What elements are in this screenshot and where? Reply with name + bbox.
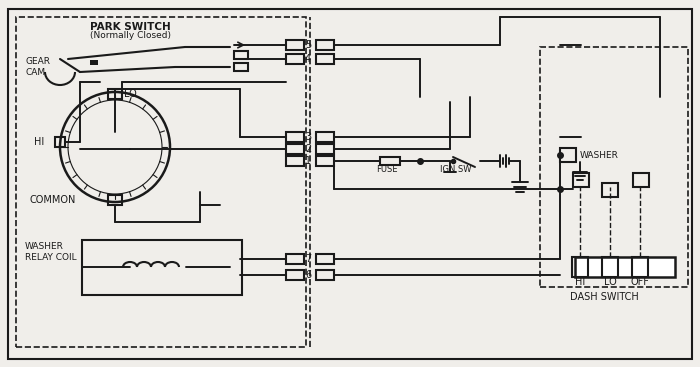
Bar [108,195,122,205]
Bar [316,270,334,280]
Text: 2: 2 [305,144,311,154]
Bar [90,60,98,65]
Bar [286,40,304,50]
Bar [540,47,688,287]
Bar [55,137,65,147]
Text: DASH SWITCH: DASH SWITCH [570,292,638,302]
Bar [572,257,588,277]
Text: WASHER
RELAY COIL: WASHER RELAY COIL [25,242,76,262]
Bar [560,148,576,162]
Bar [286,54,304,64]
Bar [633,173,649,187]
Text: LO: LO [124,89,136,99]
Bar [316,54,334,64]
Bar [16,17,306,347]
Bar [316,156,334,166]
Text: 3: 3 [305,132,311,142]
Text: LO: LO [603,277,617,287]
Text: PARK SWITCH: PARK SWITCH [90,22,170,32]
Text: OFF: OFF [631,277,650,287]
Bar [234,63,248,71]
Bar [316,144,334,154]
Bar [316,254,334,264]
Bar [573,173,589,187]
Bar [632,257,648,277]
Text: GEAR
CAM: GEAR CAM [25,57,50,77]
Bar [575,257,675,277]
Text: 1: 1 [305,156,311,166]
Bar [286,132,304,142]
Text: COMMON: COMMON [30,195,76,205]
Bar [234,51,248,59]
Text: 4: 4 [305,54,311,64]
Bar [380,157,400,165]
Bar [286,144,304,154]
Bar [286,254,304,264]
Bar [602,257,618,277]
Bar [316,40,334,50]
Bar [108,89,122,99]
Bar [316,132,334,142]
Text: 5: 5 [305,40,311,50]
Text: IGN SW: IGN SW [440,166,472,174]
Text: WASHER: WASHER [580,150,619,160]
Text: HI: HI [575,277,585,287]
Text: (Normally Closed): (Normally Closed) [90,30,171,40]
Bar [286,270,304,280]
Bar [286,156,304,166]
Bar [602,183,618,197]
Text: 6: 6 [305,270,311,280]
Bar [82,240,242,295]
Text: FUSE: FUSE [377,166,398,174]
Text: 7: 7 [305,254,311,264]
Text: HI: HI [34,137,44,147]
